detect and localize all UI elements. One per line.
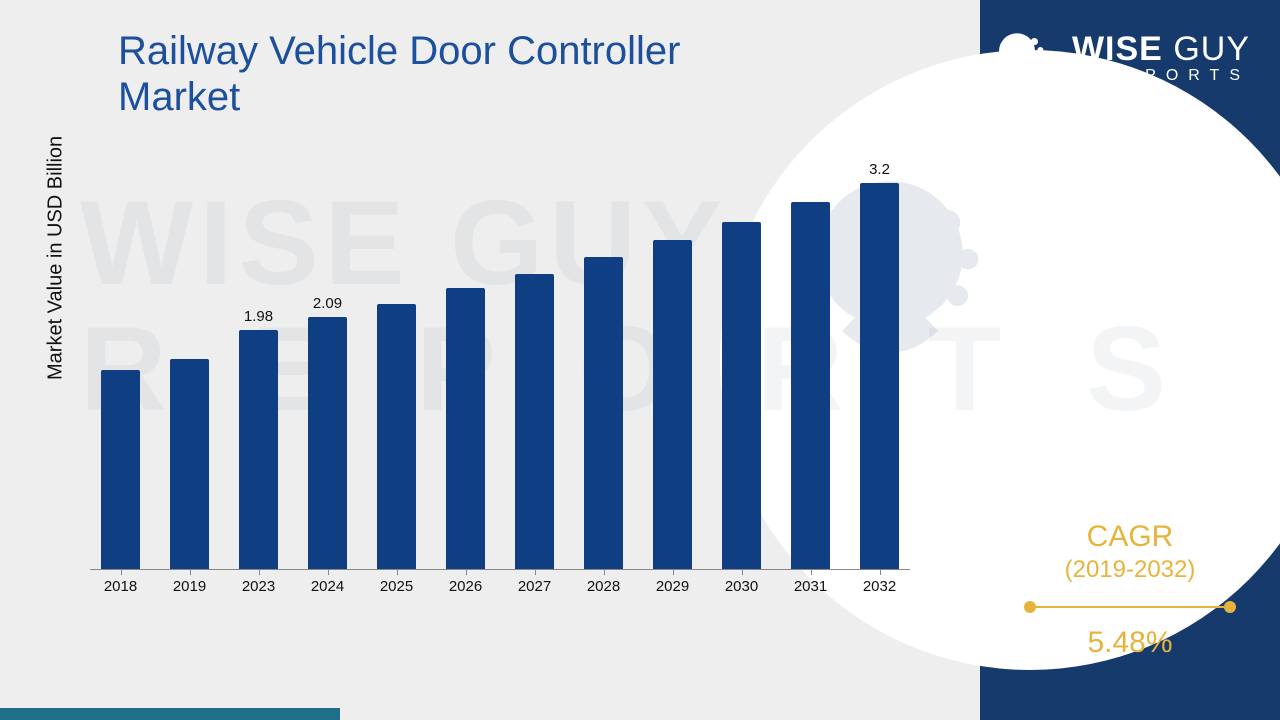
x-axis-label: 2024 xyxy=(303,570,352,600)
bar xyxy=(515,274,553,569)
bar xyxy=(101,370,139,569)
logo-line2: REPORTS xyxy=(1072,67,1250,85)
bar-wrap xyxy=(648,159,697,569)
logo-word-guy: GUY xyxy=(1173,30,1250,68)
bar xyxy=(791,202,829,569)
bar-value-label: 1.98 xyxy=(234,308,283,325)
bar-wrap xyxy=(96,159,145,569)
plot-area: 1.98 2.09 3.2 xyxy=(90,160,910,570)
stage: WISE GUY R E P O R T S WISE GUY REPORTS … xyxy=(0,0,1280,720)
logo-line1: WISE GUY xyxy=(1072,30,1250,69)
cagr-value: 5.48% xyxy=(1022,626,1238,660)
bar xyxy=(722,222,760,569)
bar xyxy=(308,317,346,569)
bar xyxy=(239,330,277,569)
bottom-accent-bar xyxy=(0,708,340,720)
bar-wrap xyxy=(717,159,766,569)
bar-value-label: 2.09 xyxy=(303,295,352,312)
x-axis-label: 2018 xyxy=(96,570,145,600)
bar-wrap xyxy=(579,159,628,569)
bar xyxy=(377,304,415,569)
x-axis-label: 2031 xyxy=(786,570,835,600)
cagr-divider xyxy=(1030,606,1230,608)
logo-head-icon xyxy=(990,26,1050,86)
x-axis-label: 2028 xyxy=(579,570,628,600)
x-axis: 2018 2019 2023 2024 2025 2026 2027 2028 2029 2030… xyxy=(90,570,910,600)
bar xyxy=(446,288,484,569)
bar xyxy=(584,257,622,569)
page-title: Railway Vehicle Door Controller Market xyxy=(118,28,738,120)
bar-chart: Market Value in USD Billion 1.982.093.2 … xyxy=(50,160,910,600)
bar-value-label: 3.2 xyxy=(855,161,904,178)
x-axis-label: 2030 xyxy=(717,570,766,600)
logo-word-wise: WISE xyxy=(1072,30,1163,68)
bar-wrap: 1.98 xyxy=(234,159,283,569)
y-axis-label: Market Value in USD Billion xyxy=(45,136,68,380)
x-axis-label: 2023 xyxy=(234,570,283,600)
bars-container: 1.98 2.09 3.2 xyxy=(90,160,910,569)
x-axis-label: 2025 xyxy=(372,570,421,600)
bar-wrap xyxy=(441,159,490,569)
bar xyxy=(170,359,208,569)
x-axis-label: 2029 xyxy=(648,570,697,600)
cagr-title: CAGR xyxy=(1022,520,1238,554)
bar xyxy=(653,240,691,569)
bar-wrap xyxy=(372,159,421,569)
x-axis-label: 2019 xyxy=(165,570,214,600)
bar-wrap: 2.09 xyxy=(303,159,352,569)
bar-wrap xyxy=(786,159,835,569)
cagr-range: (2019-2032) xyxy=(1022,556,1238,584)
brand-logo: WISE GUY REPORTS xyxy=(1072,30,1250,85)
x-axis-label: 2026 xyxy=(441,570,490,600)
bar-wrap xyxy=(165,159,214,569)
x-axis-label: 2032 xyxy=(855,570,904,600)
bar-wrap xyxy=(510,159,559,569)
bar xyxy=(860,183,898,569)
x-axis-label: 2027 xyxy=(510,570,559,600)
bar-wrap: 3.2 xyxy=(855,159,904,569)
cagr-block: CAGR (2019-2032) 5.48% xyxy=(1022,520,1238,660)
